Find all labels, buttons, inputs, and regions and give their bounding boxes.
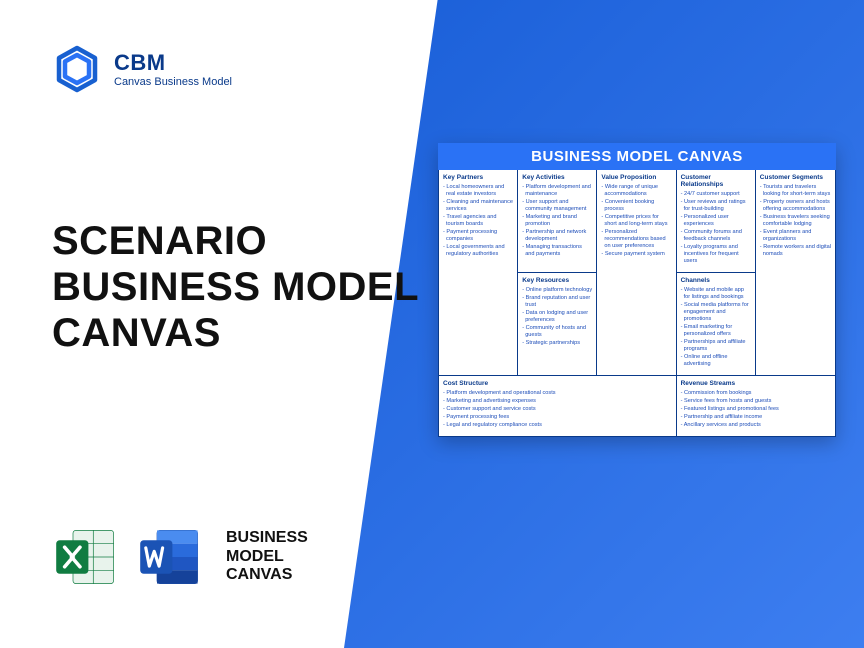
brand-logo-block: CBM Canvas Business Model — [52, 44, 232, 94]
business-model-canvas-preview: BUSINESS MODEL CANVAS Key Partners Local… — [438, 143, 836, 437]
list-item: Wide range of unique accommodations — [601, 184, 671, 198]
list-item: Marketing and brand promotion — [522, 214, 592, 228]
list-item: Customer support and service costs — [443, 406, 672, 413]
list-item: Competitive prices for short and long-te… — [601, 214, 671, 228]
block-revenue-streams: Revenue Streams Commission from bookings… — [677, 376, 835, 436]
list-item: Event planners and organizations — [760, 229, 831, 243]
list-item: Marketing and advertising expenses — [443, 398, 672, 405]
list-item: Partnership and affiliate income — [681, 414, 831, 421]
list-item: Payment processing companies — [443, 229, 513, 243]
list-item: Website and mobile app for listings and … — [681, 287, 751, 301]
list-item: Loyalty programs and incentives for freq… — [681, 244, 751, 265]
list-item: Personalized recommendations based on us… — [601, 229, 671, 250]
list-item: Online and offline advertising — [681, 354, 751, 368]
block-customer-relationships: Customer Relationships 24/7 customer sup… — [677, 170, 756, 273]
list-item: Business travelers seeking comfortable l… — [760, 214, 831, 228]
list-item: Platform development and operational cos… — [443, 390, 672, 397]
list-item: Tourists and travelers looking for short… — [760, 184, 831, 198]
word-icon — [136, 522, 206, 592]
list-item: Personalized user experiences — [681, 214, 751, 228]
brand-short: CBM — [114, 50, 232, 76]
list-item: Email marketing for personalized offers — [681, 324, 751, 338]
block-value-proposition: Value Proposition Wide range of unique a… — [597, 170, 676, 376]
excel-icon — [52, 522, 122, 592]
list-item: Managing transactions and payments — [522, 244, 592, 258]
list-item: Legal and regulatory compliance costs — [443, 422, 672, 429]
brand-text: CBM Canvas Business Model — [114, 50, 232, 88]
block-key-resources: Key Resources Online platform technology… — [518, 273, 597, 376]
block-cost-structure: Cost Structure Platform development and … — [439, 376, 677, 436]
file-format-label: BUSINESS MODEL CANVAS — [226, 529, 308, 584]
list-item: Convenient booking process — [601, 199, 671, 213]
file-format-icons: BUSINESS MODEL CANVAS — [52, 522, 308, 592]
list-item: Service fees from hosts and guests — [681, 398, 831, 405]
list-item: Cleaning and maintenance services — [443, 199, 513, 213]
block-channels: Channels Website and mobile app for list… — [677, 273, 756, 376]
block-key-activities: Key Activities Platform development and … — [518, 170, 597, 273]
list-item: Payment processing fees — [443, 414, 672, 421]
list-item: Secure payment system — [601, 251, 671, 258]
list-item: Travel agencies and tourism boards — [443, 214, 513, 228]
list-item: User reviews and ratings for trust-build… — [681, 199, 751, 213]
list-item: Online platform technology — [522, 287, 592, 294]
list-item: Local homeowners and real estate investo… — [443, 184, 513, 198]
brand-logo-icon — [52, 44, 102, 94]
list-item: Remote workers and digital nomads — [760, 244, 831, 258]
list-item: Community of hosts and guests — [522, 325, 592, 339]
list-item: Ancillary services and products — [681, 422, 831, 429]
list-item: Strategic partnerships — [522, 340, 592, 347]
page-title: SCENARIO BUSINESS MODEL CANVAS — [52, 218, 419, 356]
list-item: Local governments and regulatory authori… — [443, 244, 513, 258]
title-line-2: BUSINESS MODEL — [52, 264, 419, 310]
list-item: Partnership and network development — [522, 229, 592, 243]
block-customer-segments: Customer Segments Tourists and travelers… — [756, 170, 835, 376]
list-item: Data on lodging and user preferences — [522, 310, 592, 324]
list-item: Social media platforms for engagement an… — [681, 302, 751, 323]
title-line-3: CANVAS — [52, 310, 419, 356]
list-item: Brand reputation and user trust — [522, 295, 592, 309]
canvas-title: BUSINESS MODEL CANVAS — [438, 143, 836, 170]
list-item: User support and community management — [522, 199, 592, 213]
block-key-partners: Key Partners Local homeowners and real e… — [439, 170, 518, 376]
list-item: Commission from bookings — [681, 390, 831, 397]
list-item: Partnerships and affiliate programs — [681, 339, 751, 353]
title-line-1: SCENARIO — [52, 218, 419, 264]
list-item: Property owners and hosts offering accom… — [760, 199, 831, 213]
list-item: Platform development and maintenance — [522, 184, 592, 198]
brand-tagline: Canvas Business Model — [114, 76, 232, 88]
list-item: Featured listings and promotional fees — [681, 406, 831, 413]
list-item: Community forums and feedback channels — [681, 229, 751, 243]
list-item: 24/7 customer support — [681, 191, 751, 198]
canvas-grid: Key Partners Local homeowners and real e… — [438, 170, 836, 437]
